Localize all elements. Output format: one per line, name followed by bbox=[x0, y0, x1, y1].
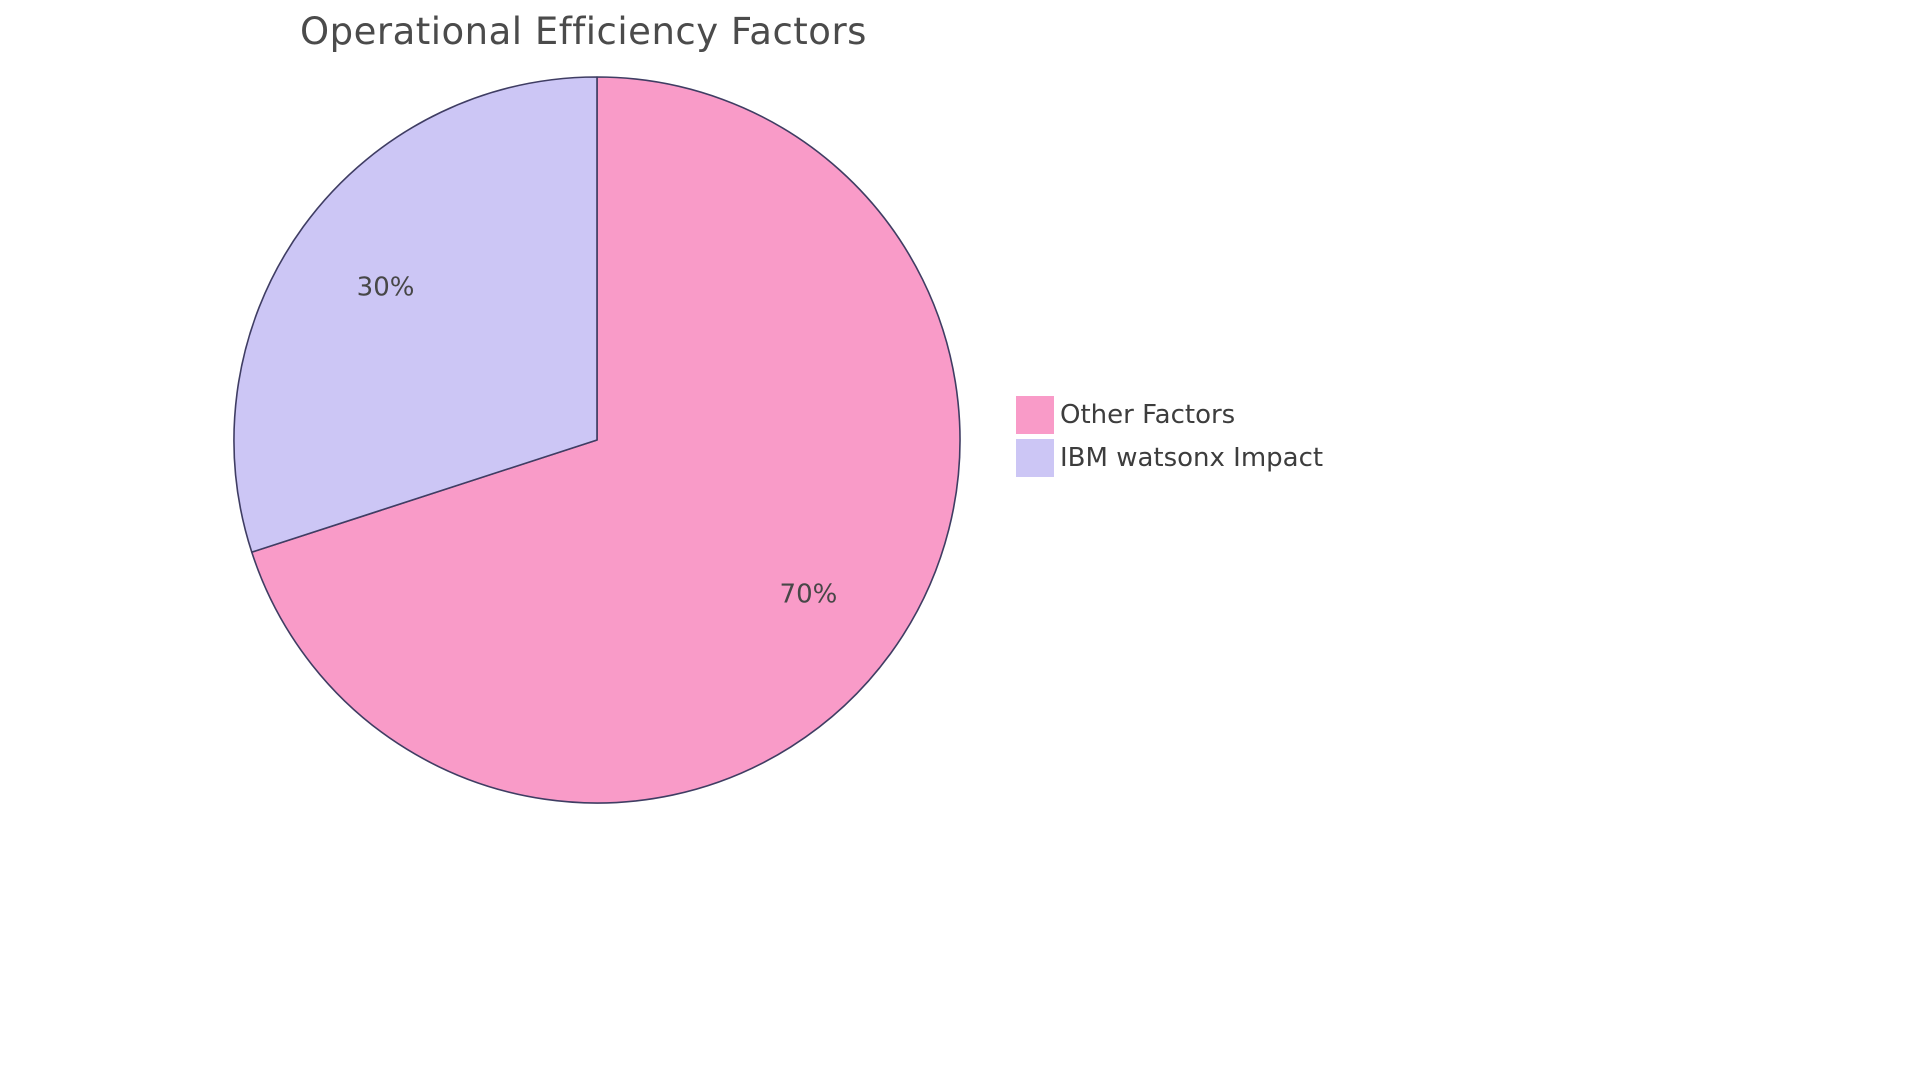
legend-item-ibm-watsonx-impact: IBM watsonx Impact bbox=[1016, 439, 1323, 477]
chart-title: Operational Efficiency Factors bbox=[300, 10, 867, 53]
legend-item-other-factors: Other Factors bbox=[1016, 396, 1323, 434]
legend-label-other-factors: Other Factors bbox=[1060, 400, 1236, 430]
legend-label-ibm-watsonx-impact: IBM watsonx Impact bbox=[1060, 443, 1324, 473]
legend-swatch-other-factors bbox=[1016, 396, 1054, 434]
pie-slice-percentage-label: 30% bbox=[357, 272, 415, 302]
pie-slice-1 bbox=[233, 76, 598, 553]
pie-slice-0 bbox=[250, 76, 961, 804]
legend: Other Factors IBM watsonx Impact bbox=[1016, 396, 1323, 477]
pie-slice-percentage-label: 70% bbox=[780, 580, 838, 610]
legend-swatch-ibm-watsonx-impact bbox=[1016, 439, 1054, 477]
